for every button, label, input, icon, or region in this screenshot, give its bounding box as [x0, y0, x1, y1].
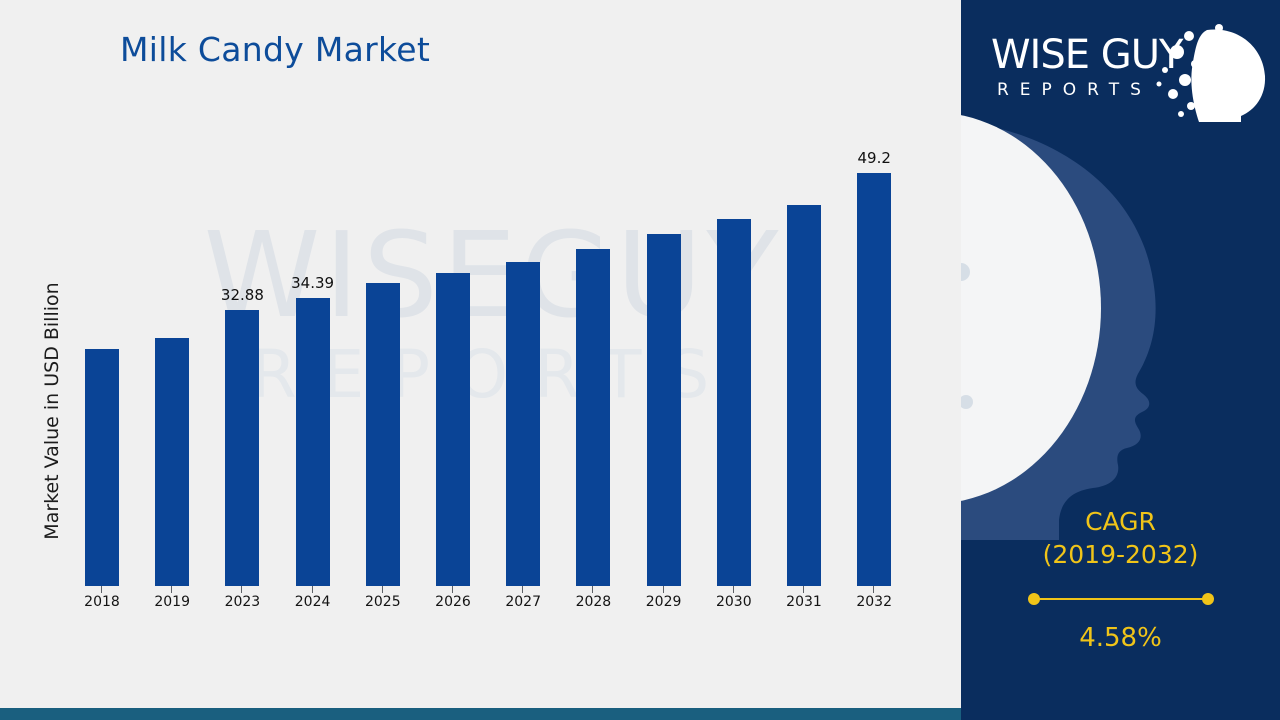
divider-line	[1033, 598, 1208, 600]
x-axis-tick	[732, 586, 734, 593]
divider-dot-right	[1201, 593, 1214, 605]
x-axis-tick-label: 2032	[856, 594, 893, 610]
x-axis-tick	[803, 586, 804, 593]
bar-group: 2031	[786, 150, 822, 610]
cagr-label: CAGR	[1085, 507, 1156, 536]
bar-chart: 2018 2019 32.88 2023 34.39 2024 2025 2026 2027 20…	[70, 149, 910, 610]
bar-group: 2025	[365, 150, 401, 610]
bar	[225, 310, 260, 586]
x-axis-tick-label: 2027	[505, 594, 542, 610]
cagr-block: CAGR (2019-2032) 4.58%	[961, 505, 1280, 653]
x-axis-tick-label: 2031	[786, 594, 822, 610]
bar	[155, 337, 190, 586]
brand-logo: WISE GUY REPORTS	[979, 22, 1266, 122]
bar-group: 32.88 2023	[221, 150, 264, 610]
logo-wordmark: WISE GUY	[991, 32, 1183, 78]
x-axis-tick-label: 2018	[84, 594, 120, 610]
cagr-period: (2019-2032)	[1042, 540, 1199, 569]
bar-group: 2028	[576, 150, 611, 610]
x-axis-tick	[171, 586, 173, 593]
bar-value-label: 49.2	[857, 149, 891, 168]
x-axis-tick	[101, 586, 102, 593]
y-axis-label: Market Value in USD Billion	[41, 282, 63, 540]
x-axis-tick-label: 2019	[154, 594, 191, 610]
x-axis-tick	[381, 586, 383, 593]
bar	[857, 173, 892, 586]
bar	[436, 273, 470, 586]
bar-group: 2027	[505, 150, 541, 610]
x-axis-tick-label: 2025	[364, 594, 401, 610]
bars-layer: 2018 2019 32.88 2023 34.39 2024 2025 2026 2027 20…	[70, 149, 910, 610]
x-axis-tick-label: 2028	[575, 594, 612, 610]
logo-subtitle: REPORTS	[997, 80, 1152, 100]
bar	[506, 261, 541, 586]
x-axis-tick	[662, 586, 664, 593]
bar-group: 2029	[646, 150, 681, 610]
bar	[716, 218, 751, 586]
x-axis-tick-label: 2030	[715, 594, 752, 610]
x-axis-tick	[592, 586, 594, 593]
x-axis-tick-label: 2024	[294, 594, 331, 610]
bar-group: 2019	[154, 150, 190, 610]
x-axis-tick	[241, 586, 243, 593]
bar	[365, 283, 400, 586]
chart-panel: Milk Candy Market WISEGUY REPORTS Market…	[41, 30, 910, 610]
x-axis-tick	[311, 586, 313, 593]
x-axis-tick-label: 2023	[224, 594, 261, 610]
x-axis-tick	[873, 586, 875, 593]
bar	[787, 204, 821, 586]
x-axis-tick	[522, 586, 524, 593]
x-axis-tick-label: 2026	[435, 594, 471, 610]
bar-group: 2026	[435, 150, 471, 610]
x-axis-tick	[452, 586, 453, 593]
bar	[646, 233, 681, 586]
bar-value-label: 34.39	[291, 273, 335, 292]
bar-group: 49.2 2032	[856, 149, 892, 610]
circle-dot-pattern	[961, 263, 973, 409]
page-title: Milk Candy Market	[120, 30, 431, 69]
bottom-accent-strip	[0, 708, 962, 720]
bar-group: 2030	[716, 150, 752, 610]
bar-group: 2018	[84, 150, 120, 610]
x-axis-tick-label: 2029	[645, 594, 682, 610]
bar	[85, 348, 119, 586]
bar	[295, 297, 330, 586]
bar	[576, 248, 611, 586]
bar-group: 34.39 2024	[291, 150, 334, 610]
cagr-divider	[1027, 593, 1214, 605]
logo-head-dots-icon	[1156, 24, 1266, 122]
brand-panel: WISE GUY REPORTS	[961, 0, 1280, 720]
cagr-value: 4.58%	[1079, 623, 1162, 653]
bar-value-label: 32.88	[220, 286, 264, 305]
